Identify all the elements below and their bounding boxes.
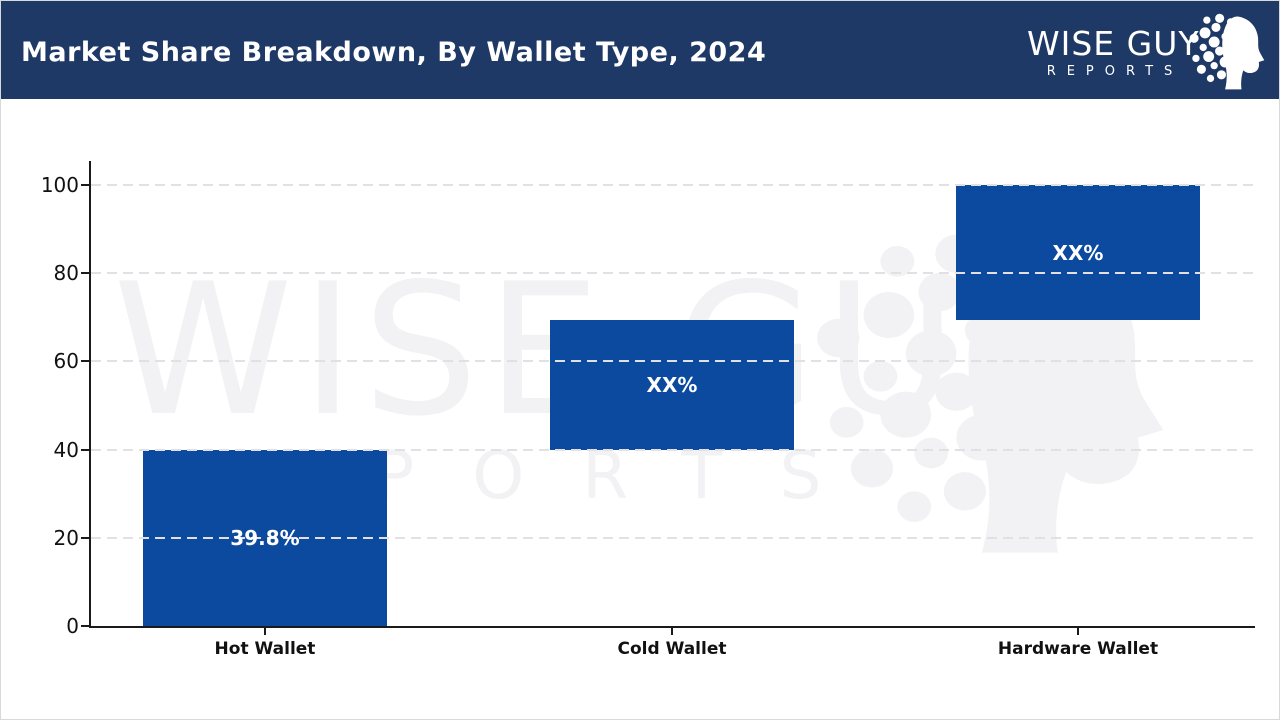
y-tick bbox=[81, 184, 89, 186]
y-tick bbox=[81, 272, 89, 275]
y-tick-label: 60 bbox=[53, 349, 79, 374]
x-tick bbox=[1077, 628, 1079, 635]
brand-subtitle: REPORTS bbox=[1046, 63, 1184, 79]
bar bbox=[956, 185, 1200, 321]
y-tick-label: 40 bbox=[53, 437, 79, 462]
bar-value-label: 39.8% bbox=[230, 526, 300, 551]
gridline bbox=[91, 536, 1254, 539]
brand-logo: WISE GUY REPORTS bbox=[1027, 7, 1267, 95]
y-axis-spine bbox=[89, 161, 91, 628]
y-tick-label: 0 bbox=[66, 614, 79, 638]
y-tick bbox=[81, 448, 89, 451]
brand-wordmark: WISE GUY REPORTS bbox=[1027, 24, 1200, 79]
y-tick bbox=[81, 536, 89, 539]
watermark-face-icon bbox=[817, 234, 1164, 553]
x-axis-spine bbox=[89, 626, 1255, 628]
x-category-label: Hardware Wallet bbox=[997, 639, 1159, 659]
y-tick-label: 80 bbox=[53, 261, 79, 286]
gridline bbox=[91, 448, 1254, 451]
gridline bbox=[91, 272, 1254, 275]
y-tick-label: 100 bbox=[40, 173, 79, 197]
x-tick bbox=[264, 628, 266, 635]
x-category-label: Hot Wallet bbox=[214, 639, 316, 659]
y-tick-label: 20 bbox=[53, 525, 79, 550]
bar bbox=[550, 320, 794, 450]
brand-name: WISE GUY bbox=[1027, 24, 1200, 63]
y-tick bbox=[81, 625, 89, 627]
x-tick bbox=[671, 628, 673, 635]
wise-guy-face-icon bbox=[1189, 13, 1265, 90]
gridline bbox=[91, 184, 1254, 186]
y-tick bbox=[81, 360, 89, 363]
gridline bbox=[91, 360, 1254, 363]
x-category-label: Cold Wallet bbox=[617, 639, 727, 659]
chart-title: Market Share Breakdown, By Wallet Type, … bbox=[21, 37, 767, 68]
bar-value-label: XX% bbox=[646, 372, 698, 397]
chart-plot-area: 0 20 40 60 80 100 39.8% Hot Wallet XX% Cold Walle… bbox=[1, 99, 1279, 719]
header-bar: Market Share Breakdown, By Wallet Type, … bbox=[1, 1, 1279, 99]
bar-value-label: XX% bbox=[1052, 240, 1104, 265]
